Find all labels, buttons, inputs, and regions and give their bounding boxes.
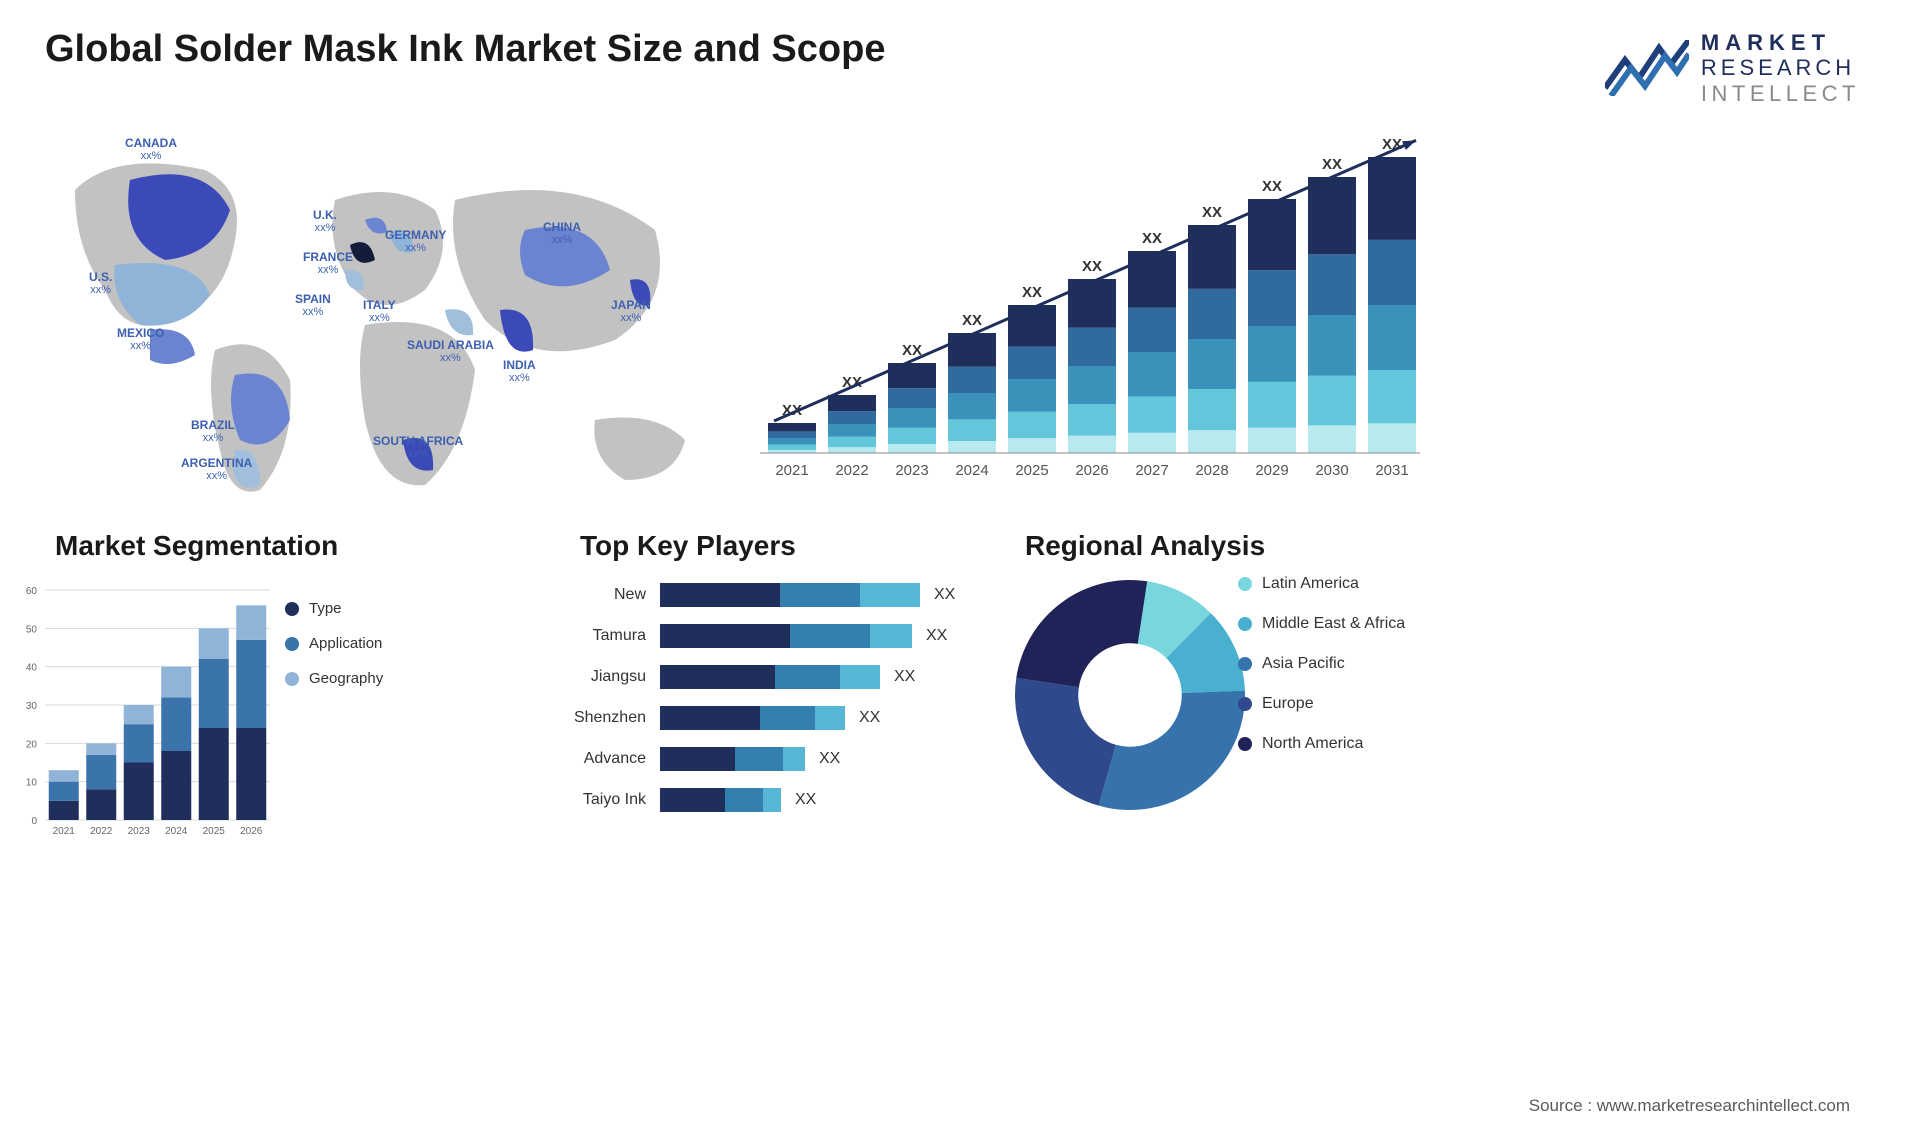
svg-text:2023: 2023	[895, 462, 928, 479]
svg-text:2022: 2022	[835, 462, 868, 479]
player-name: Taiyo Ink	[560, 791, 660, 809]
player-name: Advance	[560, 750, 660, 768]
map-label: U.S.xx%	[89, 270, 112, 296]
player-bar	[660, 624, 912, 648]
player-bar	[660, 747, 805, 771]
map-label: CHINAxx%	[543, 220, 581, 246]
player-row: New XX	[560, 580, 980, 610]
map-label: ARGENTINAxx%	[181, 456, 252, 482]
svg-text:50: 50	[26, 624, 38, 635]
regional-legend: Latin America Middle East & Africa Asia Pa…	[1238, 575, 1405, 775]
svg-text:XX: XX	[1262, 178, 1282, 195]
page-title: Global Solder Mask Ink Market Size and S…	[45, 28, 885, 71]
player-bar	[660, 583, 920, 607]
legend-item: Application	[285, 635, 383, 652]
map-label: SPAINxx%	[295, 292, 331, 318]
key-players-title: Top Key Players	[580, 530, 796, 562]
map-label: ITALYxx%	[363, 298, 396, 324]
svg-text:2030: 2030	[1315, 462, 1348, 479]
source-attribution: Source : www.marketresearchintellect.com	[1529, 1096, 1850, 1116]
player-name: Shenzhen	[560, 709, 660, 727]
player-name: Jiangsu	[560, 668, 660, 686]
player-value: XX	[912, 627, 947, 645]
map-label: JAPANxx%	[611, 298, 651, 324]
player-value: XX	[805, 750, 840, 768]
market-size-bar-chart: XX 2021 XX 2022 XX 2023 XX 2024 XX 2025 XX 2026 XX 20…	[760, 115, 1420, 485]
map-label: U.K.xx%	[313, 208, 337, 234]
map-label: FRANCExx%	[303, 250, 353, 276]
player-row: Advance XX	[560, 744, 980, 774]
svg-text:2029: 2029	[1255, 462, 1288, 479]
svg-text:2023: 2023	[128, 826, 151, 837]
brand-logo: MARKET RESEARCH INTELLECT	[1605, 30, 1860, 106]
svg-text:XX: XX	[1022, 284, 1042, 301]
regional-title: Regional Analysis	[1025, 530, 1265, 562]
svg-text:10: 10	[26, 778, 38, 789]
legend-item: Latin America	[1238, 575, 1405, 593]
regional-donut-chart	[1005, 570, 1255, 820]
player-name: Tamura	[560, 627, 660, 645]
svg-text:2021: 2021	[775, 462, 808, 479]
map-label: MEXICOxx%	[117, 326, 164, 352]
map-label: GERMANYxx%	[385, 228, 446, 254]
player-name: New	[560, 586, 660, 604]
player-bar	[660, 706, 845, 730]
svg-text:XX: XX	[1142, 230, 1162, 247]
svg-text:0: 0	[31, 816, 37, 827]
segmentation-title: Market Segmentation	[55, 530, 338, 562]
svg-text:XX: XX	[1202, 204, 1222, 221]
map-label: INDIAxx%	[503, 358, 536, 384]
logo-mark-icon	[1605, 40, 1689, 96]
svg-text:60: 60	[26, 586, 38, 597]
svg-text:2028: 2028	[1195, 462, 1228, 479]
player-bar	[660, 665, 880, 689]
player-row: Shenzhen XX	[560, 703, 980, 733]
world-map: CANADAxx% U.S.xx% MEXICOxx% BRAZILxx% ARGENT…	[35, 120, 735, 520]
svg-text:2021: 2021	[53, 826, 76, 837]
segmentation-legend: Type Application Geography	[285, 600, 383, 705]
legend-item: Type	[285, 600, 383, 617]
player-value: XX	[781, 791, 816, 809]
player-bar	[660, 788, 781, 812]
legend-item: Middle East & Africa	[1238, 615, 1405, 633]
svg-text:2024: 2024	[165, 826, 188, 837]
map-label: BRAZILxx%	[191, 418, 235, 444]
map-label: CANADAxx%	[125, 136, 177, 162]
svg-text:2027: 2027	[1135, 462, 1168, 479]
svg-text:30: 30	[26, 701, 38, 712]
player-value: XX	[845, 709, 880, 727]
svg-text:XX: XX	[962, 312, 982, 329]
key-players-chart: New XX Tamura XX Jiangsu XX Shenzhen XX Advance X…	[560, 580, 980, 826]
legend-item: Asia Pacific	[1238, 655, 1405, 673]
svg-text:20: 20	[26, 739, 38, 750]
map-label: SAUDI ARABIAxx%	[407, 338, 494, 364]
logo-text-2: RESEARCH	[1701, 55, 1860, 80]
legend-item: North America	[1238, 735, 1405, 753]
legend-item: Europe	[1238, 695, 1405, 713]
player-value: XX	[920, 586, 955, 604]
player-row: Taiyo Ink XX	[560, 785, 980, 815]
svg-text:2025: 2025	[1015, 462, 1048, 479]
player-row: Tamura XX	[560, 621, 980, 651]
svg-text:2031: 2031	[1375, 462, 1408, 479]
svg-text:XX: XX	[1322, 156, 1342, 173]
svg-text:2022: 2022	[90, 826, 113, 837]
svg-text:40: 40	[26, 663, 38, 674]
player-value: XX	[880, 668, 915, 686]
legend-item: Geography	[285, 670, 383, 687]
logo-text-3: INTELLECT	[1701, 81, 1860, 106]
logo-text-1: MARKET	[1701, 30, 1860, 55]
player-row: Jiangsu XX	[560, 662, 980, 692]
map-label: SOUTH AFRICAxx%	[373, 434, 463, 460]
svg-text:2025: 2025	[203, 826, 226, 837]
svg-text:XX: XX	[1082, 258, 1102, 275]
svg-text:2026: 2026	[240, 826, 263, 837]
svg-text:2024: 2024	[955, 462, 988, 479]
svg-text:2026: 2026	[1075, 462, 1108, 479]
